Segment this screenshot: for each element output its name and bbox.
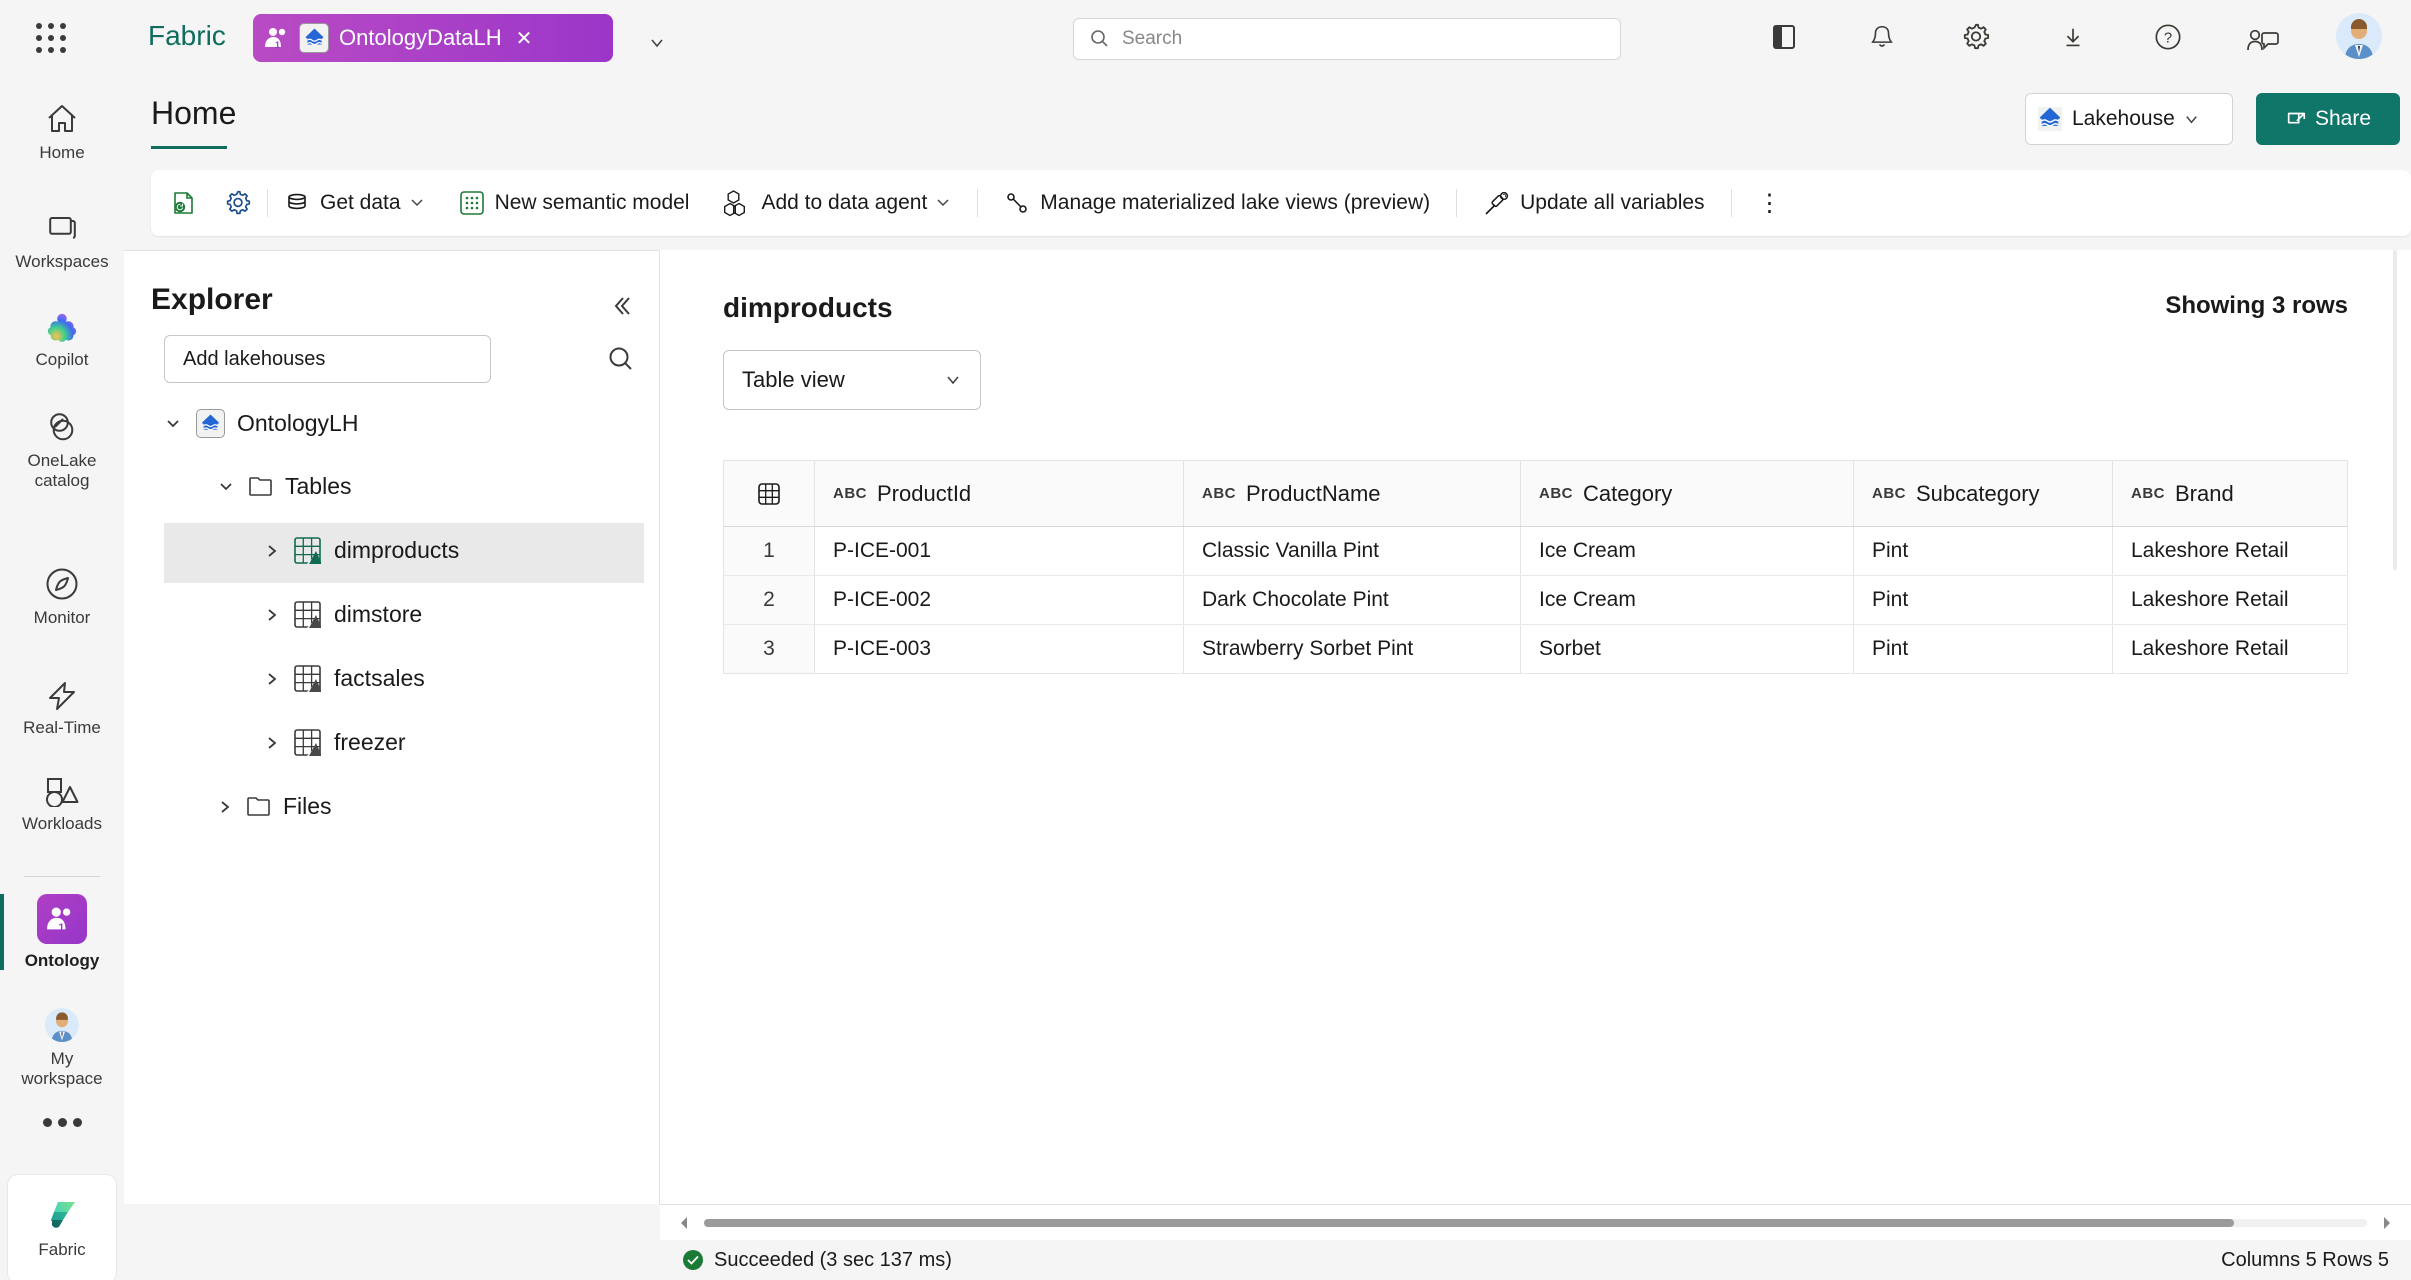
svg-text:?: ? bbox=[2164, 30, 2172, 47]
svg-text:1: 1 bbox=[59, 923, 65, 932]
svg-text:1: 1 bbox=[275, 40, 280, 49]
